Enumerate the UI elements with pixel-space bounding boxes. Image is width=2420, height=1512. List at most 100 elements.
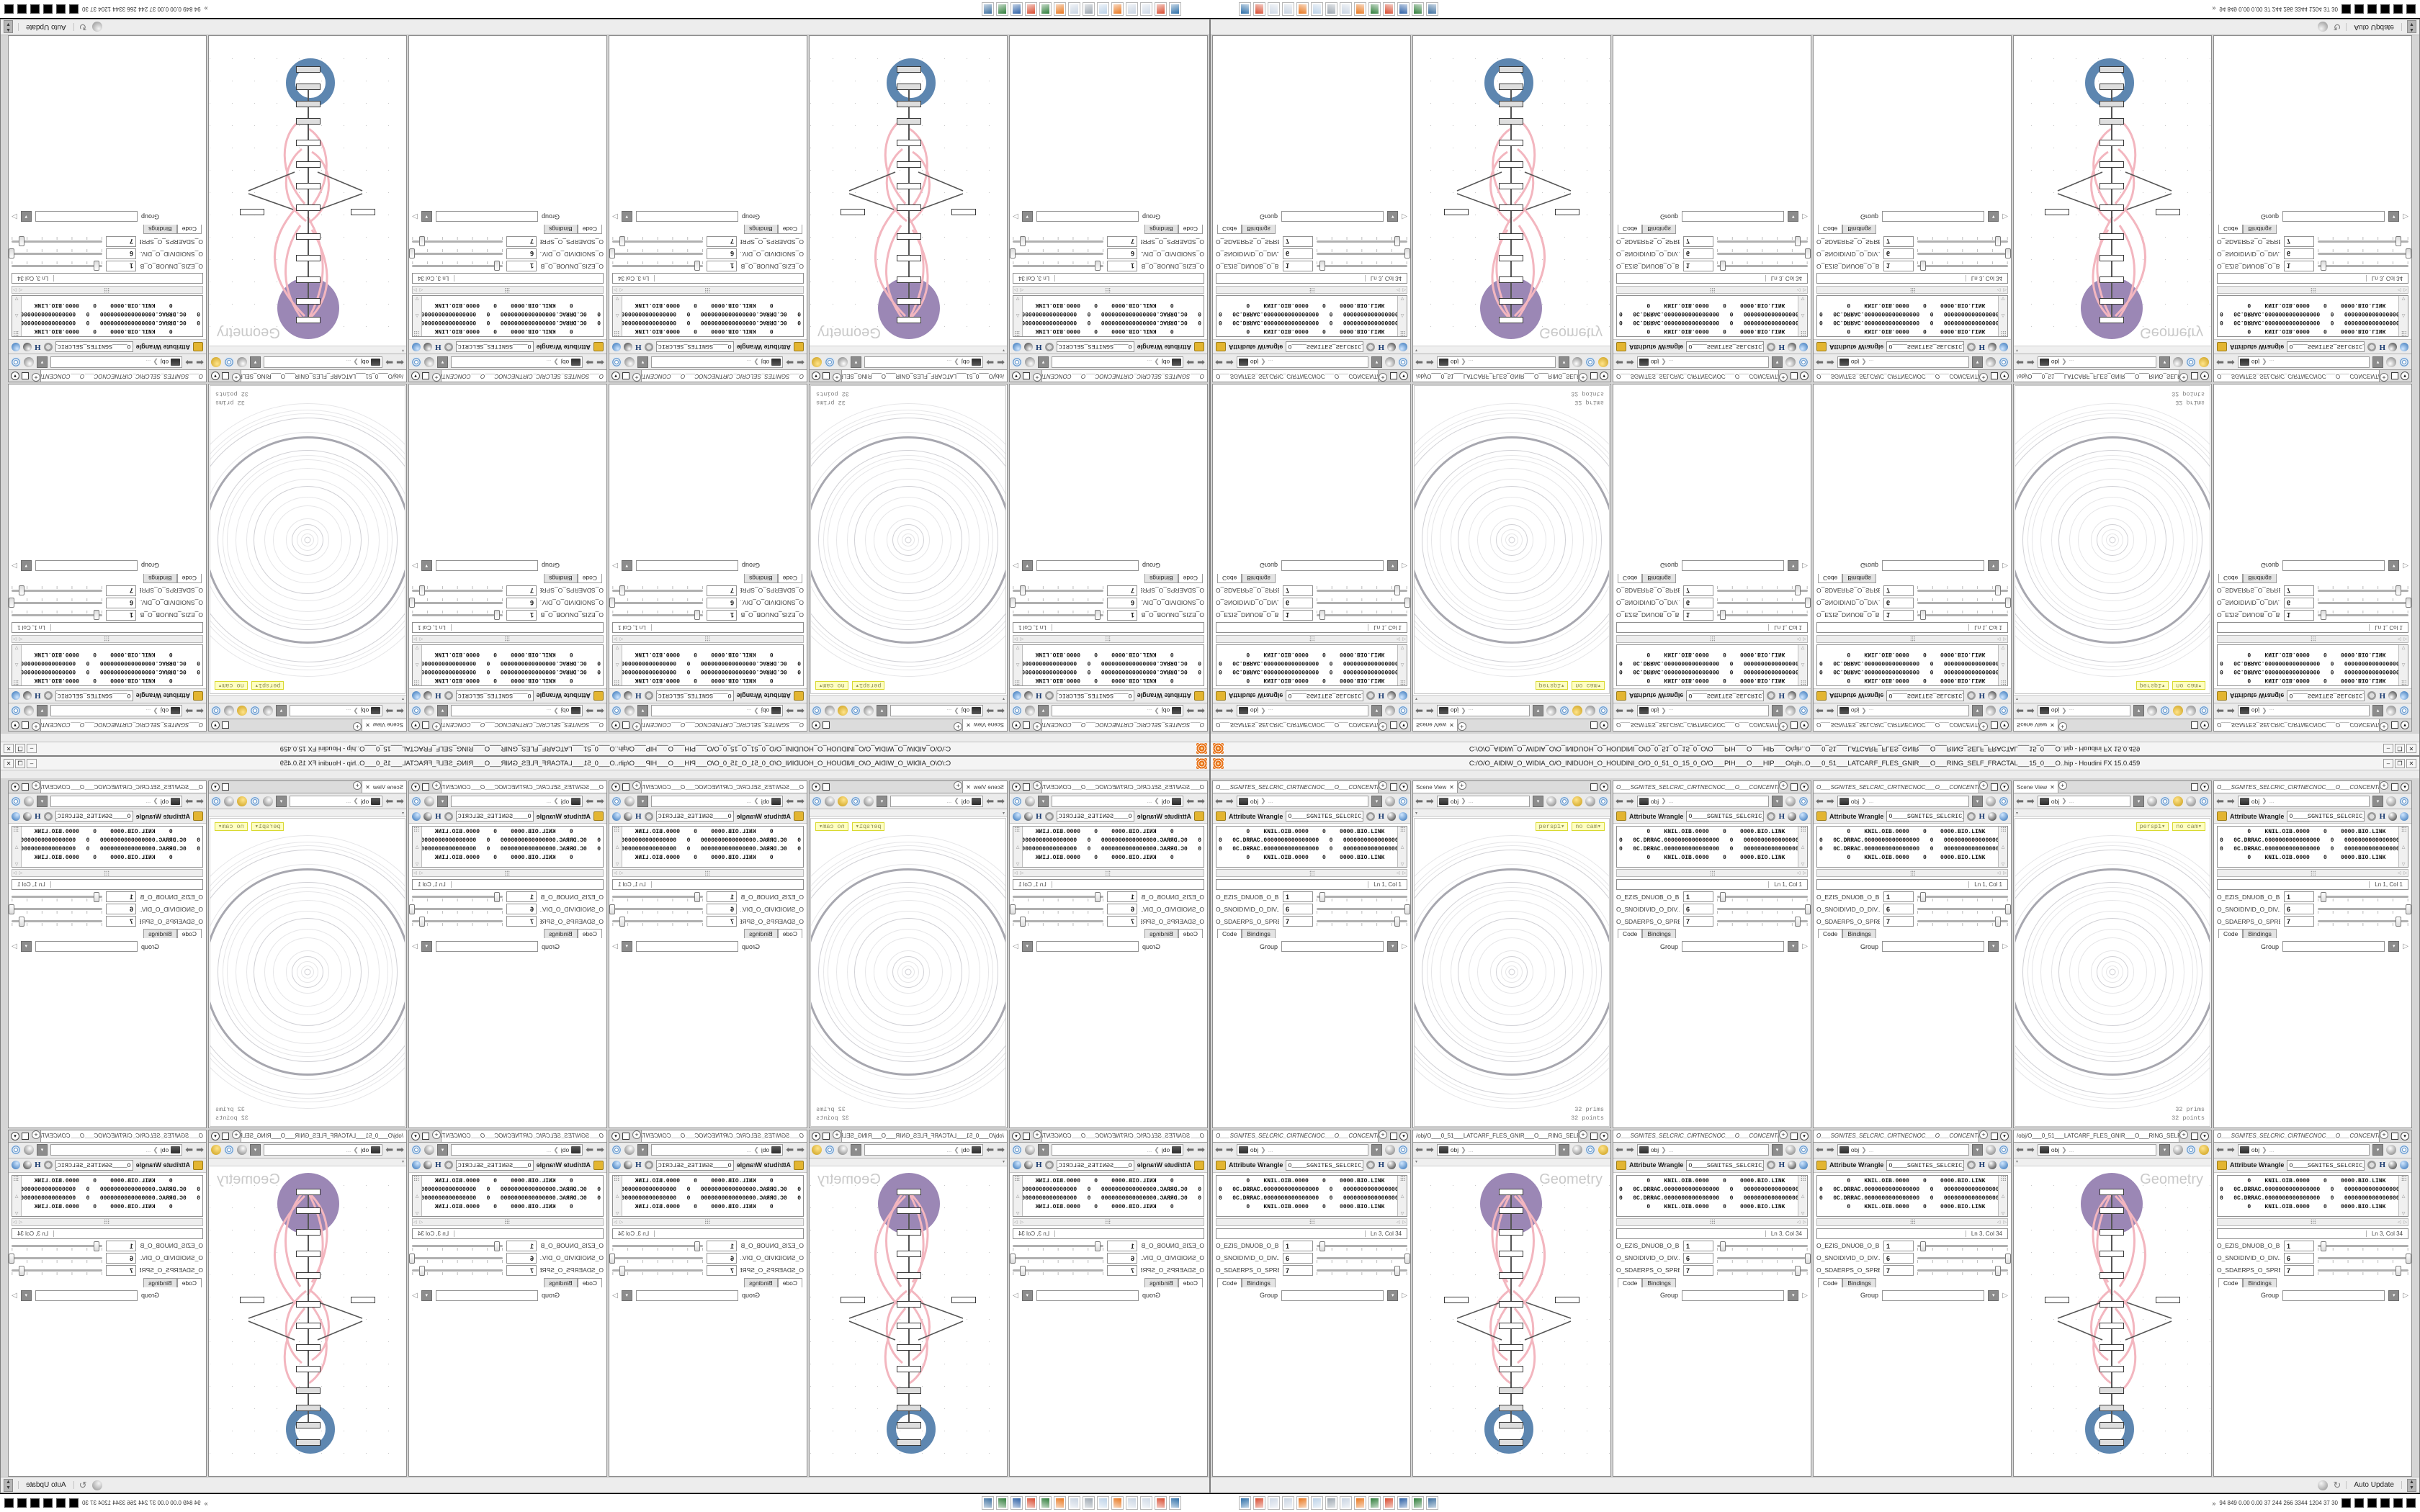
scroll-grip[interactable] (415, 331, 420, 337)
parameter-slider[interactable] (1013, 891, 1103, 902)
pane-menu-icon[interactable]: ▾ (1012, 1132, 1021, 1140)
path-field[interactable]: obj❯... (890, 796, 983, 807)
shading-icon[interactable] (237, 796, 247, 806)
pane-menu-icon[interactable]: ▾ (211, 783, 220, 791)
forward-arrow-icon[interactable]: ➡ (1626, 706, 1634, 717)
houdini-h-icon[interactable]: H (1978, 1161, 1985, 1169)
node-name-field[interactable]: O____SGNITES_SELCRIC_CIRTNECNOC____0____… (2287, 1160, 2365, 1171)
slider-knob[interactable] (1795, 237, 1801, 247)
network-node[interactable] (2099, 256, 2124, 262)
scroll-up-icon[interactable]: △ (416, 845, 419, 850)
info-icon[interactable] (424, 343, 432, 351)
help-icon[interactable] (12, 1161, 20, 1169)
pane-tab[interactable]: O___SGNITES_SELCRIC_CIRTNECNOC___O___CON… (2214, 781, 2380, 793)
forward-arrow-icon[interactable]: ➡ (1626, 1144, 1634, 1156)
scroll-grip[interactable] (506, 870, 511, 876)
group-input[interactable] (1882, 212, 1984, 222)
cam-selector[interactable]: no cam▾ (1572, 681, 1605, 690)
parameter-slider[interactable] (612, 610, 703, 621)
houdini-h-icon[interactable]: H (435, 812, 442, 821)
close-button[interactable]: ✕ (4, 759, 14, 768)
gear-icon[interactable] (645, 692, 653, 701)
network-node[interactable] (897, 1323, 921, 1329)
maximize-pane-icon[interactable] (622, 721, 629, 729)
code-vscrollbar[interactable]: △▽ (12, 1176, 22, 1216)
network-toolbar[interactable]: ▾ (2014, 346, 2211, 354)
target-icon[interactable] (1999, 357, 2009, 367)
scroll-down-icon[interactable]: ▽ (416, 645, 419, 650)
scroll-down-icon[interactable]: ▽ (15, 862, 19, 867)
code-text[interactable]: 0 KNIL.OIB.0000 0 0000.BIO.LINK 0 0 0C.D… (1216, 827, 1397, 867)
code-vscrollbar[interactable]: △▽ (413, 827, 422, 867)
parameter-slider[interactable] (1013, 261, 1103, 272)
group-select-icon[interactable]: ▷ (12, 562, 17, 570)
parameter-value-field[interactable]: 6 (106, 904, 136, 914)
code-hscrollbar[interactable]: ◁▷ (1216, 635, 1407, 643)
menu-bar[interactable] (1, 770, 1209, 779)
forward-arrow-icon[interactable]: ➡ (986, 1144, 994, 1156)
parameter-slider[interactable] (12, 904, 102, 914)
scroll-right-icon[interactable]: ▷ (1014, 636, 1018, 642)
back-arrow-icon[interactable]: ⬅ (1197, 356, 1205, 368)
parameter-slider[interactable] (1917, 904, 2008, 914)
maximize-pane-icon[interactable] (823, 783, 830, 791)
code-tab-bindings[interactable]: Bindings (1144, 929, 1178, 938)
parameter-value-field[interactable]: 1 (2284, 261, 2314, 272)
back-arrow-icon[interactable]: ⬅ (797, 706, 805, 717)
code-tab-code[interactable]: Code (578, 574, 602, 583)
taskbar-app-icon[interactable] (996, 2, 1008, 16)
code-vscrollbar[interactable]: △▽ (1397, 827, 1407, 867)
pane-tab[interactable]: /obj/O___0_51___LATCARF_FLES_GNIR___O___… (841, 1130, 1007, 1142)
parameter-value-field[interactable]: 1 (106, 891, 136, 902)
pin-icon[interactable] (1025, 1145, 1035, 1155)
scroll-left-icon[interactable]: ◁ (1397, 1220, 1400, 1225)
pane-tab[interactable]: O___SGNITES_SELCRIC_CIRTNECNOC___O___CON… (2214, 1130, 2380, 1142)
network-node[interactable] (296, 119, 321, 125)
code-tab-code[interactable]: Code (177, 929, 202, 938)
back-arrow-icon[interactable]: ⬅ (1215, 706, 1223, 717)
code-text[interactable]: 0 KNIL.OIB.0000 0 0000.BIO.LINK 0 0 0C.D… (622, 1176, 803, 1216)
network-node[interactable] (1499, 1366, 1523, 1372)
help-icon[interactable] (1799, 1161, 1808, 1169)
code-tab-bindings[interactable]: Bindings (1842, 929, 1876, 938)
node-name-field[interactable]: O____SGNITES_SELCRIC_CIRTNECNOC____0____… (656, 811, 734, 822)
pane-tab[interactable]: O___SGNITES_SELCRIC_CIRTNECNOC___O___CON… (1213, 371, 1379, 382)
scroll-left-icon[interactable]: ◁ (19, 1220, 23, 1225)
slider-knob[interactable] (2406, 598, 2411, 608)
network-node[interactable] (897, 1344, 921, 1351)
path-field[interactable]: obj❯... (2238, 796, 2370, 807)
slider-knob[interactable] (494, 261, 500, 271)
scroll-grip[interactable] (1309, 636, 1314, 642)
pane-tab[interactable]: O___SGNITES_SELCRIC_CIRTNECNOC___O___CON… (441, 719, 606, 731)
houdini-h-icon[interactable]: H (635, 1161, 642, 1169)
back-arrow-icon[interactable]: ⬅ (797, 796, 805, 807)
back-arrow-icon[interactable]: ⬅ (997, 706, 1005, 717)
back-arrow-icon[interactable]: ⬅ (2016, 796, 2024, 807)
parameter-value-field[interactable]: 1 (1683, 261, 1713, 272)
gear-icon[interactable] (645, 1161, 653, 1169)
path-dropdown-button[interactable]: ▾ (637, 796, 648, 807)
scroll-grip[interactable] (1309, 1219, 1314, 1225)
pane-tab[interactable]: Scene View✕ (962, 781, 1007, 793)
gear-icon[interactable] (1045, 1161, 1054, 1169)
target-icon[interactable] (250, 706, 260, 716)
scroll-right-icon[interactable]: ▷ (1402, 636, 1406, 642)
scroll-up-icon[interactable]: △ (2002, 845, 2005, 850)
pin-icon[interactable] (1385, 1145, 1395, 1155)
forward-arrow-icon[interactable]: ➡ (1827, 796, 1834, 807)
network-node[interactable] (296, 84, 321, 91)
forward-arrow-icon[interactable]: ➡ (2227, 1144, 2235, 1156)
gear-icon[interactable] (1366, 692, 1375, 701)
add-tab-button[interactable]: + (632, 722, 641, 731)
network-node[interactable] (296, 1405, 321, 1411)
group-dropdown-button[interactable]: ▾ (421, 212, 432, 222)
path-dropdown-button[interactable]: ▾ (1371, 706, 1382, 717)
scroll-grip[interactable] (615, 331, 620, 337)
viewport-canvas[interactable]: persp1▾no cam▾32 prims32 points (1414, 818, 1610, 1127)
parameter-value-field[interactable]: 7 (2284, 916, 2314, 927)
code-text[interactable]: 0 KNIL.OIB.0000 0 0000.BIO.LINK 0 0 0C.D… (1617, 645, 1798, 685)
parameter-value-field[interactable]: 6 (1107, 904, 1137, 914)
network-node[interactable] (1499, 140, 1523, 147)
slider-knob[interactable] (2321, 610, 2326, 620)
pane-menu-icon[interactable]: ▾ (812, 721, 820, 729)
